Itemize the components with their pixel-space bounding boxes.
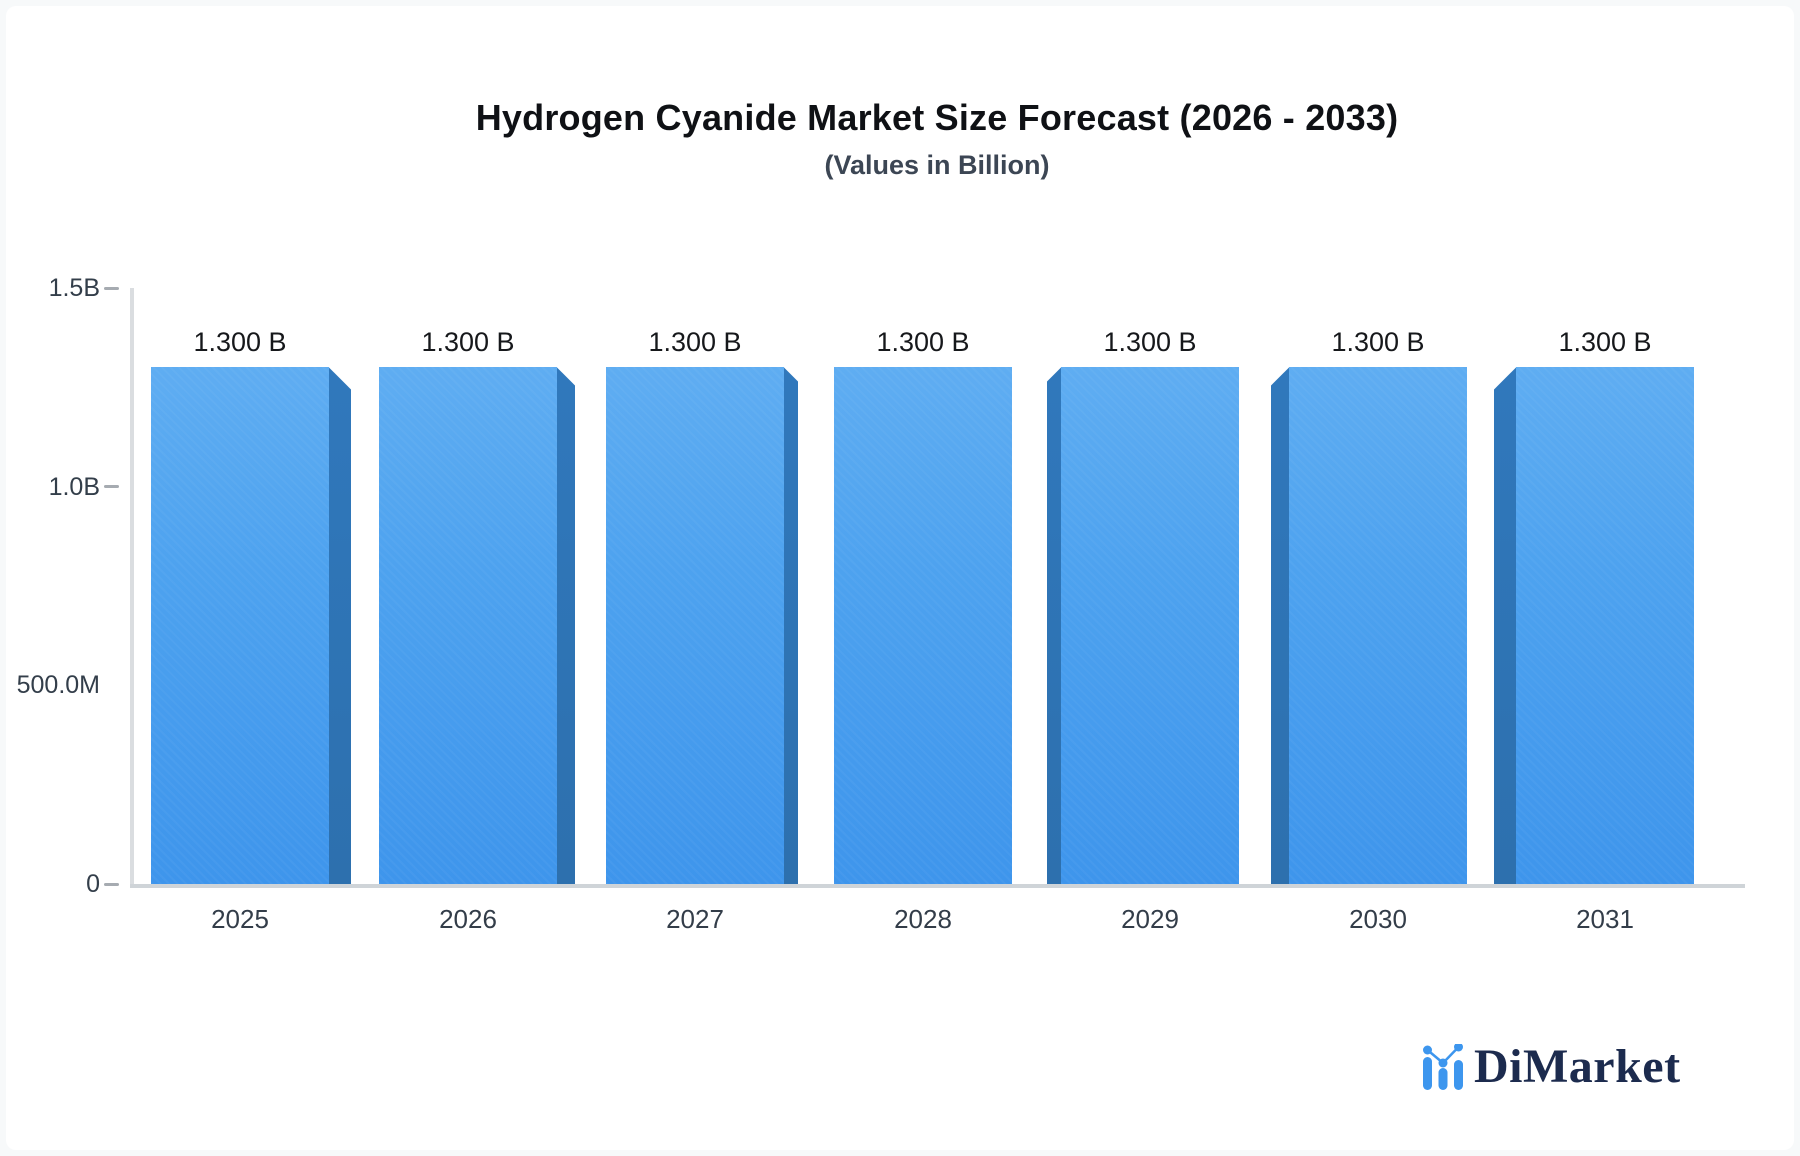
chart-title: Hydrogen Cyanide Market Size Forecast (2… (475, 97, 1399, 138)
x-axis-label: 2031 (1576, 904, 1634, 934)
x-axis-label: 2028 (894, 904, 952, 934)
bar-2030[interactable] (1289, 367, 1467, 884)
y-tick-mark (104, 286, 119, 290)
bar-3d-side (1047, 367, 1061, 884)
bar-3d-side (329, 367, 351, 884)
x-axis-label: 2029 (1121, 904, 1179, 934)
y-tick-label: 0 (86, 870, 100, 898)
bar-value-label: 1.300 B (421, 327, 515, 358)
y-tick-label: 1.5B (48, 274, 100, 302)
bar-value-label: 1.300 B (648, 327, 742, 358)
bar-3d-side (1494, 367, 1516, 884)
y-tick-mark (104, 882, 119, 886)
bar-chart-trend-icon (1423, 1044, 1463, 1090)
bar-value-label: 1.300 B (1331, 327, 1425, 358)
brand-name: DiMarket (1474, 1040, 1681, 1093)
bar-3d-side (557, 367, 575, 884)
y-axis-line (130, 288, 134, 884)
x-axis-label: 2027 (666, 904, 724, 934)
bar-value-label: 1.300 B (876, 327, 970, 358)
bar-2027[interactable] (606, 367, 784, 884)
y-tick-label: 500.0M (16, 671, 100, 700)
bar-value-label: 1.300 B (1558, 327, 1652, 358)
y-tick-label: 1.0B (48, 472, 100, 501)
y-tick-mark (104, 485, 119, 489)
x-axis-label: 2026 (439, 904, 497, 934)
bar-2025[interactable] (151, 367, 329, 884)
bar-3d-side (1271, 367, 1289, 884)
chart-subtitle: (Values in Billion) (824, 150, 1050, 180)
bar-2031[interactable] (1516, 367, 1694, 884)
bar-2029[interactable] (1061, 367, 1239, 884)
x-axis-label: 2025 (211, 904, 269, 934)
bar-value-label: 1.300 B (193, 327, 287, 358)
bar-2028[interactable] (834, 367, 1012, 884)
bar-value-label: 1.300 B (1103, 327, 1197, 358)
bar-2026[interactable] (379, 367, 557, 884)
x-axis-label: 2030 (1349, 904, 1407, 934)
bar-3d-side (784, 367, 798, 884)
x-axis-line (130, 884, 1745, 888)
